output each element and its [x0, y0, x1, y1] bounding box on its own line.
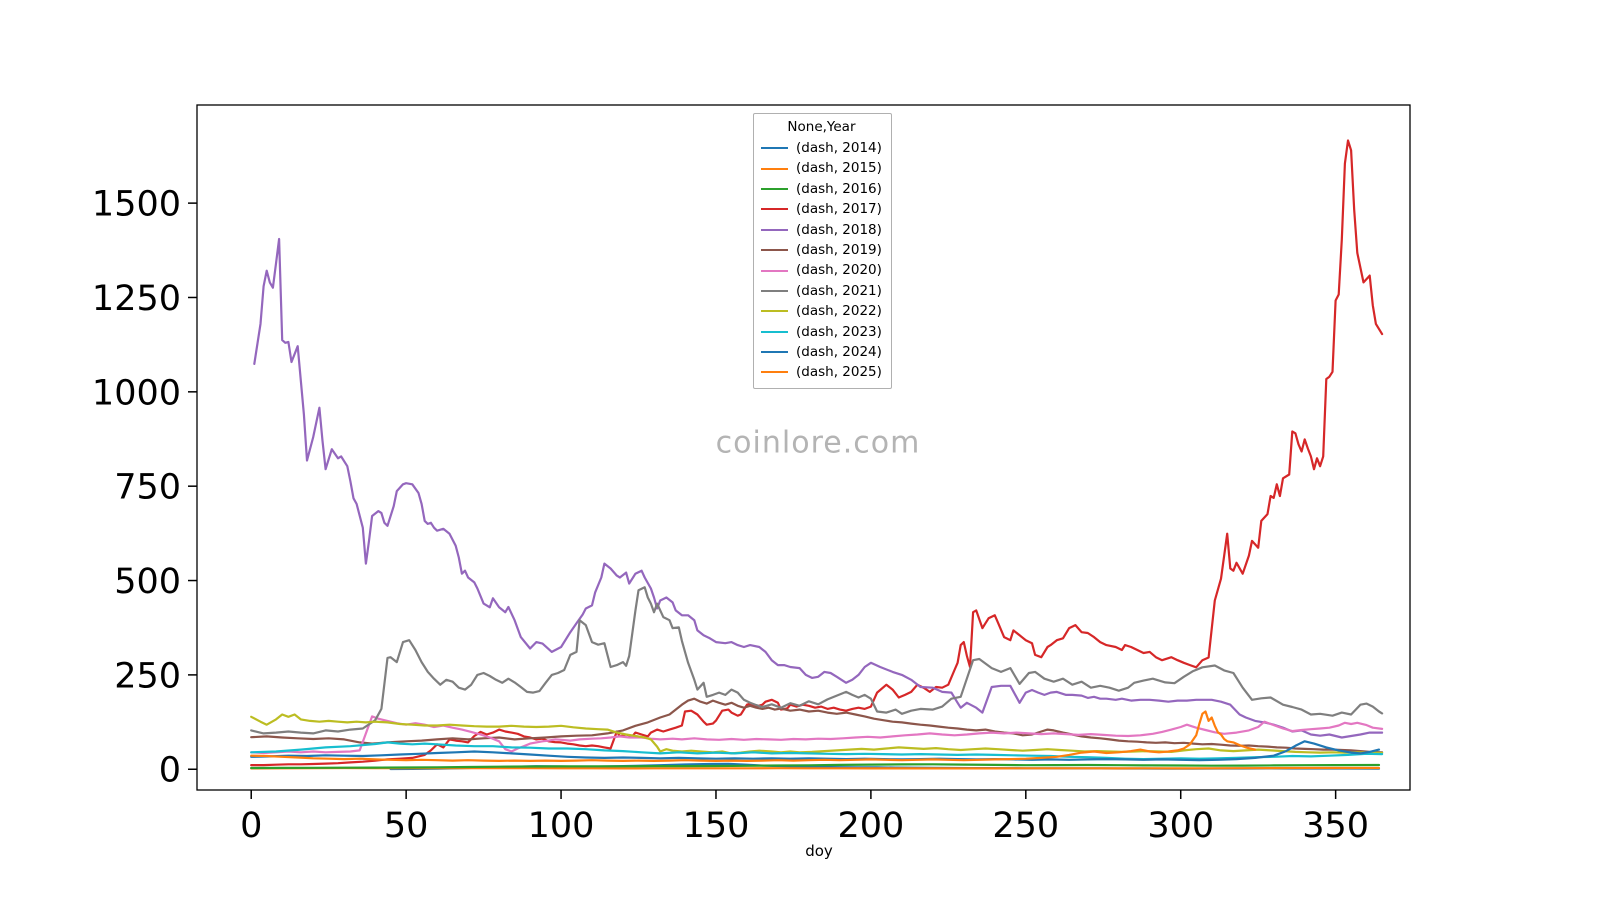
- legend-line-swatch: [761, 371, 788, 374]
- legend-item-label: (dash, 2015): [796, 160, 882, 177]
- y-tick-label: 1500: [92, 185, 181, 225]
- legend-item: (dash, 2018): [761, 220, 882, 240]
- legend-line-swatch: [761, 228, 788, 231]
- x-tick-label: 250: [992, 806, 1059, 846]
- x-tick-label: 150: [683, 806, 750, 846]
- legend-item: (dash, 2016): [761, 179, 882, 199]
- legend-title: None,Year: [787, 119, 856, 135]
- legend-item-label: (dash, 2024): [796, 343, 882, 360]
- legend-line-swatch: [761, 330, 788, 333]
- legend-line-swatch: [761, 187, 788, 190]
- legend: None,Year (dash, 2014) (dash, 2015) (dash,…: [753, 113, 892, 389]
- x-tick-label: 350: [1302, 806, 1369, 846]
- legend-item: (dash, 2023): [761, 322, 882, 342]
- legend-line-swatch: [761, 208, 788, 211]
- legend-item: (dash, 2024): [761, 342, 882, 362]
- legend-item: (dash, 2019): [761, 240, 882, 260]
- legend-item-label: (dash, 2021): [796, 282, 882, 299]
- x-axis-label: doy: [805, 842, 833, 860]
- y-tick-label: 1250: [92, 279, 181, 319]
- legend-item: (dash, 2025): [761, 362, 882, 382]
- y-tick-label: 0: [159, 751, 181, 791]
- legend-item: (dash, 2015): [761, 158, 882, 178]
- series-line-2023: [250, 741, 1384, 761]
- y-tick-label: 1000: [92, 373, 181, 413]
- y-tick-label: 500: [114, 562, 181, 602]
- series-line-2017: [250, 139, 1384, 767]
- legend-item-label: (dash, 2019): [796, 241, 882, 258]
- legend-item: (dash, 2017): [761, 199, 882, 219]
- y-tick-label: 250: [114, 656, 181, 696]
- legend-items: (dash, 2014) (dash, 2015) (dash, 2016) (das…: [761, 138, 882, 383]
- series-line-2025: [250, 710, 1257, 763]
- legend-line-swatch: [761, 167, 788, 170]
- x-tick-label: 50: [384, 806, 429, 846]
- legend-line-swatch: [761, 310, 788, 313]
- legend-item-label: (dash, 2014): [796, 140, 882, 156]
- series-line-2019: [250, 697, 1384, 754]
- legend-item: (dash, 2021): [761, 281, 882, 301]
- legend-line-swatch: [761, 147, 788, 150]
- legend-item-label: (dash, 2020): [796, 262, 882, 279]
- plot-border: [196, 104, 1411, 791]
- legend-item-label: (dash, 2018): [796, 221, 882, 238]
- legend-item: (dash, 2020): [761, 260, 882, 280]
- legend-item-label: (dash, 2025): [796, 364, 882, 381]
- series-line-2021: [250, 586, 1384, 735]
- legend-item-label: (dash, 2016): [796, 180, 882, 197]
- legend-item-label: (dash, 2022): [796, 303, 882, 320]
- legend-item-label: (dash, 2017): [796, 201, 882, 218]
- legend-item: (dash, 2022): [761, 301, 882, 321]
- x-tick-label: 0: [240, 806, 262, 846]
- legend-line-swatch: [761, 249, 788, 252]
- series-line-2016: [250, 763, 1381, 770]
- legend-line-swatch: [761, 289, 788, 292]
- legend-item: (dash, 2014): [761, 138, 882, 158]
- legend-item-label: (dash, 2023): [796, 323, 882, 340]
- x-tick-label: 100: [528, 806, 595, 846]
- legend-line-swatch: [761, 351, 788, 354]
- legend-line-swatch: [761, 269, 788, 272]
- x-tick-label: 300: [1147, 806, 1214, 846]
- y-tick-label: 750: [114, 468, 181, 508]
- series-line-2018: [253, 237, 1384, 739]
- x-tick-label: 200: [837, 806, 904, 846]
